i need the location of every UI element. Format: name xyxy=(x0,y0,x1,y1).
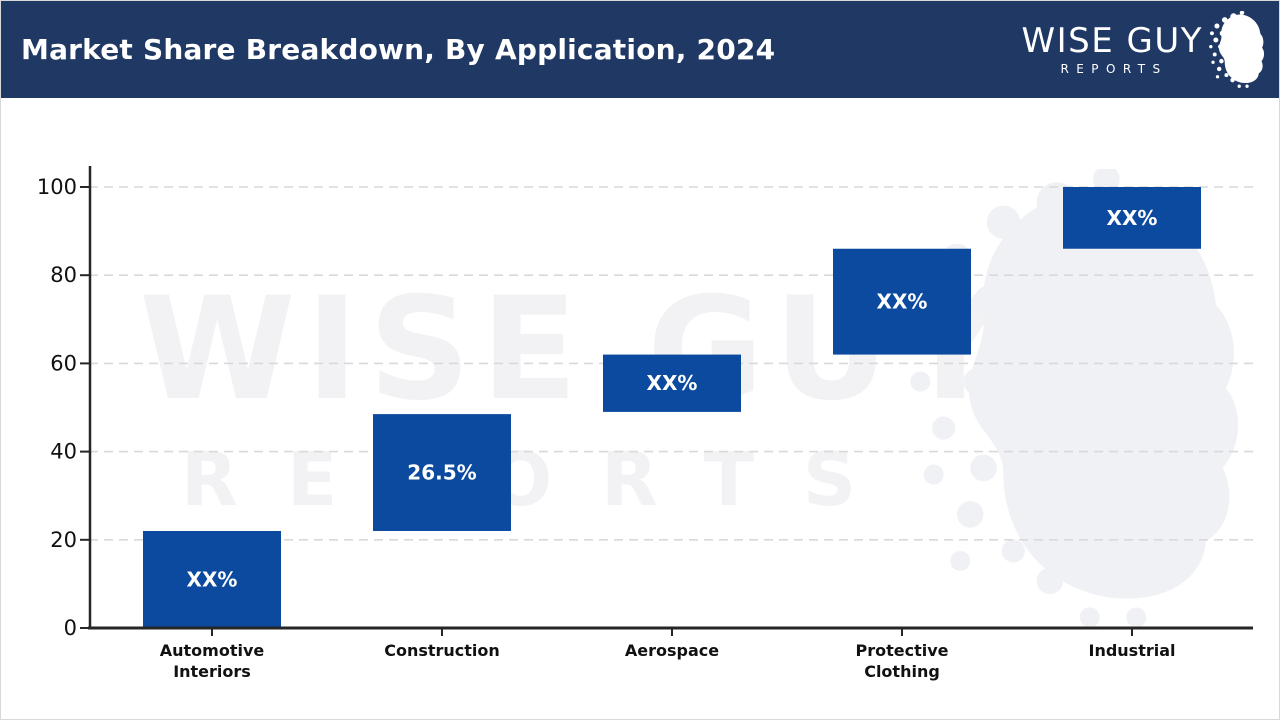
bar xyxy=(1063,187,1201,249)
bar-value-label: 26.5% xyxy=(407,461,476,485)
bar-value-label: XX% xyxy=(187,567,238,591)
bar-value-label: XX% xyxy=(877,290,928,314)
x-category-label: Protective xyxy=(855,641,948,660)
y-tick-label: 20 xyxy=(50,528,77,552)
brand-subtitle: REPORTS xyxy=(1060,62,1168,76)
brand-logo: WISE GUY REPORTS xyxy=(1021,10,1267,89)
x-category-label: Automotive xyxy=(160,641,265,660)
y-tick-label: 60 xyxy=(50,351,77,375)
bar xyxy=(143,530,281,628)
bar xyxy=(603,354,741,412)
x-category-label: Construction xyxy=(384,641,500,660)
bar-value-label: XX% xyxy=(647,371,698,395)
bar-value-label: XX% xyxy=(1107,206,1158,230)
brand-logo-text: WISE GUY REPORTS xyxy=(1021,24,1203,75)
bar xyxy=(833,248,971,355)
x-category-label: Clothing xyxy=(864,662,940,681)
y-tick-label: 80 xyxy=(50,263,77,287)
brand-head-icon xyxy=(1209,10,1265,88)
x-category-label: Industrial xyxy=(1088,641,1175,660)
brand-name: WISE GUY xyxy=(1021,21,1203,61)
y-tick-label: 0 xyxy=(64,616,77,640)
x-category-label: Interiors xyxy=(173,662,251,681)
watermark-reports: REPORTS xyxy=(181,437,905,523)
bar xyxy=(373,414,511,531)
x-category-label: Aerospace xyxy=(625,641,719,660)
y-tick-label: 40 xyxy=(50,440,77,464)
y-tick-label: 100 xyxy=(37,175,77,199)
chart-title: Market Share Breakdown, By Application, … xyxy=(21,33,776,66)
header-bar: Market Share Breakdown, By Application, … xyxy=(1,1,1279,98)
